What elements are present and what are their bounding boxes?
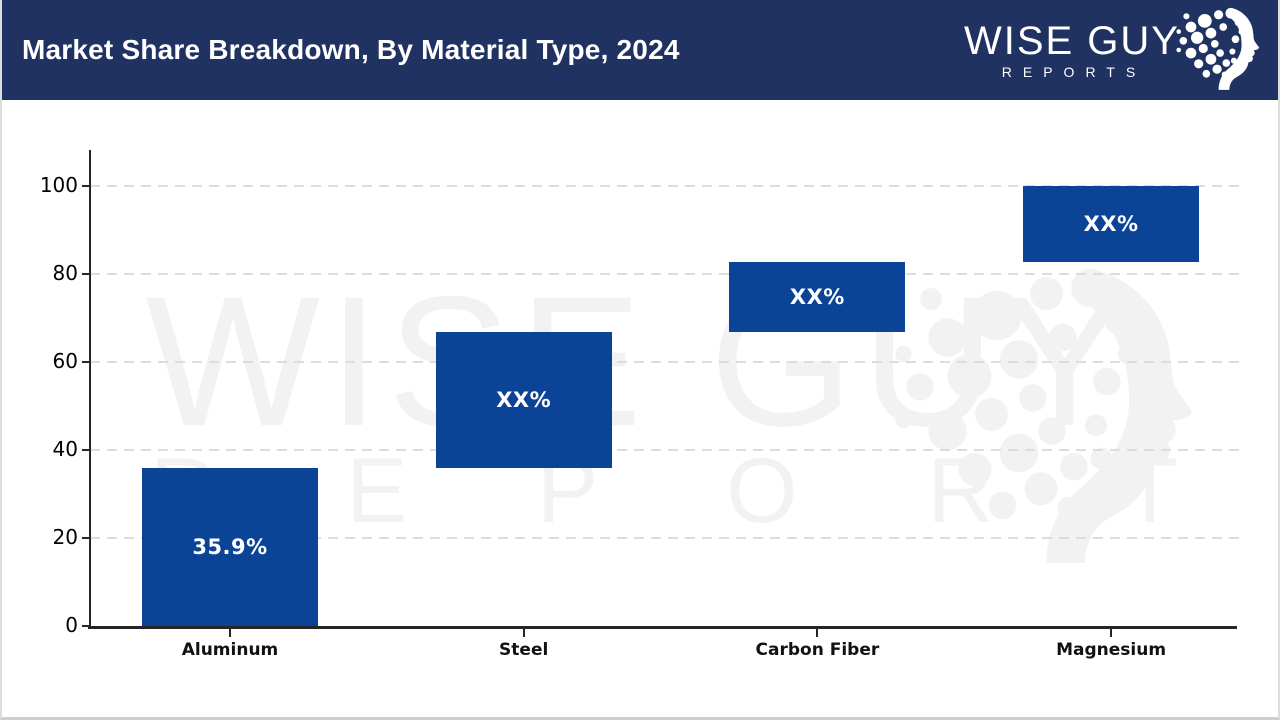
y-axis-tick bbox=[82, 625, 90, 627]
x-axis-tick bbox=[816, 629, 819, 637]
bar: XX% bbox=[435, 332, 612, 469]
background-watermark: WISE GUY R E P O R T S bbox=[0, 100, 1280, 720]
dotted-head-icon bbox=[1176, 7, 1260, 90]
y-axis-line bbox=[89, 150, 91, 628]
bar-value-label: XX% bbox=[496, 388, 552, 413]
x-axis-tick bbox=[229, 629, 231, 637]
y-gridline bbox=[90, 185, 1245, 187]
x-tick-label: Aluminum bbox=[181, 640, 279, 660]
page-title: Market Share Breakdown, By Material Type… bbox=[22, 34, 680, 65]
logo-subtext: REPORTS bbox=[1001, 63, 1147, 80]
y-tick-label: 80 bbox=[52, 261, 78, 285]
y-gridline bbox=[90, 449, 1245, 451]
bar: XX% bbox=[729, 262, 906, 333]
y-axis-tick bbox=[82, 185, 90, 187]
y-tick-label: 0 bbox=[65, 613, 78, 637]
wiseguy-logo-text: WISE GUY REPORTS bbox=[964, 21, 1180, 80]
y-axis-tick bbox=[82, 449, 90, 451]
header-bar: Market Share Breakdown, By Material Type… bbox=[0, 0, 1280, 100]
y-gridline bbox=[90, 361, 1245, 363]
face-profile-shape bbox=[1218, 8, 1260, 90]
y-gridline bbox=[90, 273, 1245, 275]
bar: 35.9% bbox=[142, 468, 318, 626]
y-axis-tick bbox=[82, 273, 90, 275]
y-axis-tick bbox=[82, 361, 90, 363]
bar-value-label: 35.9% bbox=[192, 535, 268, 559]
x-axis-line bbox=[88, 626, 1237, 629]
y-gridline bbox=[90, 537, 1245, 539]
x-tick-label: Carbon Fiber bbox=[755, 640, 880, 660]
bar: XX% bbox=[1023, 186, 1200, 263]
x-axis-tick bbox=[522, 629, 525, 637]
y-tick-label: 100 bbox=[39, 173, 78, 197]
y-tick-label: 40 bbox=[52, 437, 78, 461]
watermark-dotted-head-icon bbox=[895, 268, 1193, 563]
y-tick-label: 60 bbox=[52, 349, 78, 373]
x-axis-tick bbox=[1110, 629, 1113, 637]
bar-value-label: XX% bbox=[1083, 212, 1139, 237]
logo-wordmark: WISE GUY bbox=[963, 18, 1180, 63]
y-axis-tick bbox=[82, 537, 90, 539]
wiseguy-logo: WISE GUY REPORTS bbox=[964, 4, 1262, 96]
bar-value-label: XX% bbox=[789, 285, 845, 310]
y-tick-label: 20 bbox=[52, 525, 78, 549]
x-tick-label: Magnesium bbox=[1056, 640, 1167, 660]
x-tick-label: Steel bbox=[499, 640, 549, 660]
